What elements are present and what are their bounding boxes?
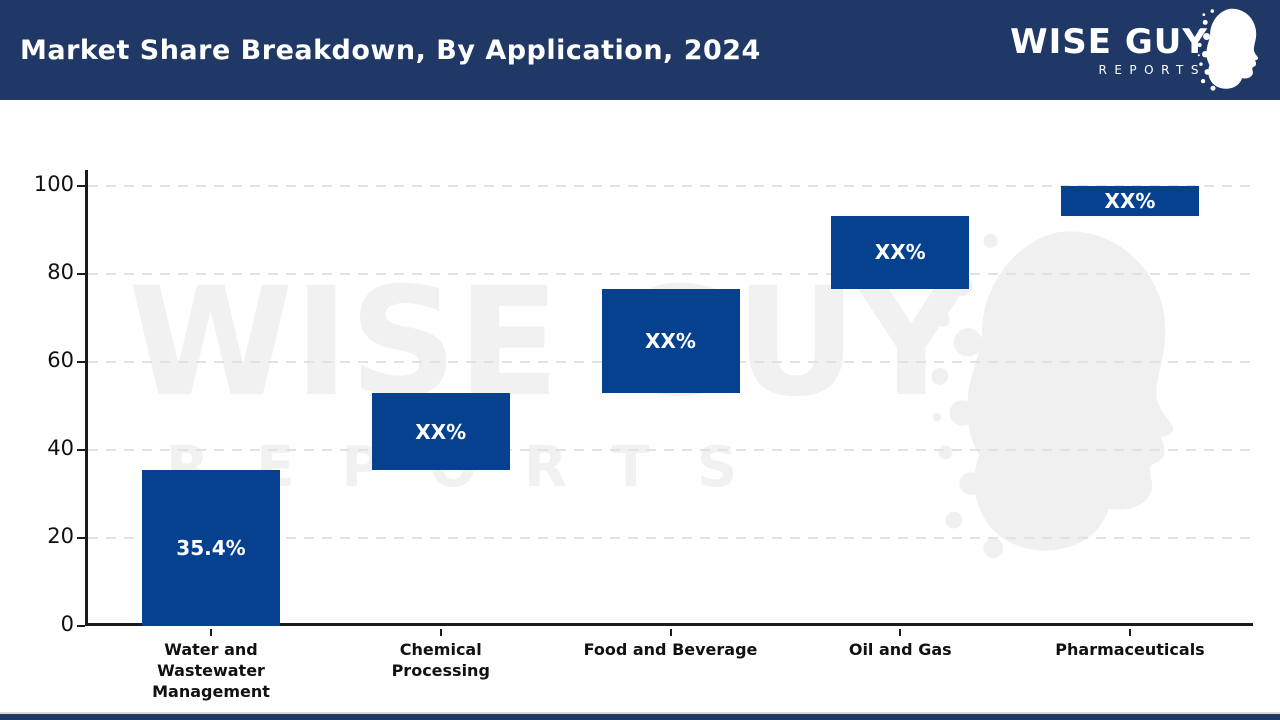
y-tick-mark bbox=[77, 361, 85, 363]
bar: XX% bbox=[601, 288, 740, 393]
y-tick-mark bbox=[77, 625, 85, 627]
logo-subtitle: REPORTS bbox=[1098, 62, 1206, 77]
x-tick-mark bbox=[669, 629, 672, 636]
x-tick-mark bbox=[1129, 629, 1131, 636]
y-tick-label: 40 bbox=[47, 436, 74, 460]
logo: WISE GUY REPORTS bbox=[1010, 4, 1266, 96]
x-tick-label: Pharmaceuticals bbox=[1055, 640, 1205, 659]
bar-value-label: XX% bbox=[874, 240, 926, 265]
bar-value-label: XX% bbox=[1104, 188, 1156, 213]
y-tick-mark bbox=[77, 537, 85, 539]
gridline bbox=[88, 449, 1253, 451]
y-tick-mark bbox=[77, 273, 85, 275]
y-tick-label: 0 bbox=[60, 612, 74, 636]
bar-value-label: 35.4% bbox=[176, 536, 246, 561]
gridline bbox=[88, 185, 1253, 187]
y-tick-label: 60 bbox=[47, 348, 74, 372]
x-tick-mark bbox=[899, 629, 902, 636]
page-title: Market Share Breakdown, By Application, … bbox=[20, 34, 761, 66]
gridline bbox=[88, 273, 1253, 275]
x-tick-label: Water and Wastewater Management bbox=[152, 640, 270, 701]
x-tick-label: Chemical Processing bbox=[391, 640, 490, 680]
bar: 35.4% bbox=[142, 470, 280, 626]
x-tick-mark bbox=[439, 629, 442, 636]
y-tick-mark bbox=[77, 449, 85, 451]
bar: XX% bbox=[371, 392, 510, 471]
header: Market Share Breakdown, By Application, … bbox=[0, 0, 1280, 100]
y-tick-label: 20 bbox=[47, 524, 74, 548]
footer-divider bbox=[0, 712, 1280, 714]
logo-name: WISE GUY bbox=[1010, 21, 1208, 62]
x-tick-label: Food and Beverage bbox=[583, 640, 758, 659]
plot-area: 35.4% XX% XX% XX% XX% bbox=[85, 170, 1253, 626]
bar: XX% bbox=[831, 215, 970, 289]
x-tick-mark bbox=[210, 629, 212, 636]
y-tick-mark bbox=[77, 185, 85, 187]
gridline bbox=[88, 537, 1253, 539]
x-tick-label: Oil and Gas bbox=[848, 640, 952, 659]
bar-value-label: XX% bbox=[645, 328, 696, 353]
y-tick-label: 80 bbox=[47, 260, 74, 284]
watermark-line1: WISE GUY bbox=[128, 256, 966, 430]
footer-bar bbox=[0, 714, 1280, 720]
bar: XX% bbox=[1061, 186, 1199, 216]
bar-value-label: XX% bbox=[415, 419, 467, 444]
logo-text: WISE GUY REPORTS bbox=[1010, 25, 1208, 76]
y-tick-label: 100 bbox=[33, 172, 74, 196]
